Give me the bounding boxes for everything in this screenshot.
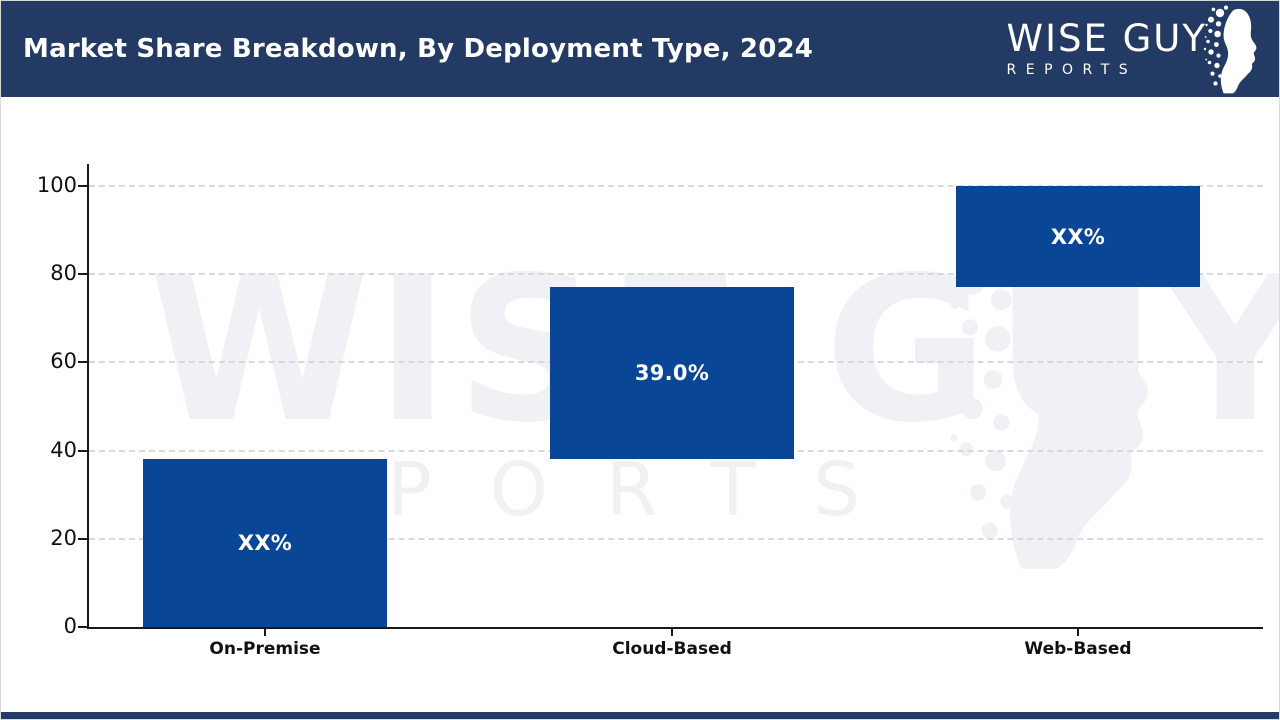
header: Market Share Breakdown, By Deployment Ty… [1, 1, 1279, 97]
logo-head-icon [1203, 5, 1257, 94]
gridline-y20 [89, 537, 1263, 540]
footer-bar [1, 712, 1279, 719]
bar-value-label: XX% [237, 531, 293, 556]
y-tick-mark [78, 449, 87, 452]
x-tick-label-on-premise: On-Premise [209, 639, 321, 659]
y-tick-label: 20 [50, 525, 77, 550]
x-tick-mark [671, 629, 673, 636]
x-tick-label-web-based: Web-Based [1024, 639, 1132, 659]
wise-guy-logo: WISE GUY REPORTS [1007, 4, 1263, 94]
y-tick-mark [78, 185, 87, 187]
y-tick-label: 60 [50, 349, 77, 374]
x-axis-line [87, 627, 1263, 629]
bar-on-premise: XX% [143, 459, 387, 627]
y-tick-mark [78, 537, 87, 540]
y-axis-line [87, 164, 89, 629]
bar-value-label: XX% [1050, 224, 1106, 249]
x-tick-mark [1077, 629, 1079, 636]
x-tick-label-cloud-based: Cloud-Based [612, 639, 732, 659]
y-tick-mark [78, 273, 87, 276]
x-tick-mark [264, 629, 266, 636]
gridline-y100 [89, 185, 1263, 187]
logo-subtext: REPORTS [1006, 62, 1138, 78]
y-tick-label: 40 [50, 437, 77, 462]
page-title: Market Share Breakdown, By Deployment Ty… [23, 34, 814, 64]
y-tick-label: 0 [63, 614, 77, 638]
logo-wordmark: WISE GUY [1006, 17, 1207, 60]
y-tick-label: 100 [36, 173, 77, 197]
bar-web-based: XX% [956, 186, 1200, 288]
logo-text: WISE GUY REPORTS [1007, 20, 1207, 78]
y-tick-label: 80 [50, 261, 77, 286]
bar-cloud-based: 39.0% [550, 287, 794, 460]
y-tick-mark [78, 361, 87, 364]
gridline-y80 [89, 273, 1263, 276]
bar-value-label: 39.0% [634, 361, 710, 386]
y-tick-mark [78, 626, 87, 628]
